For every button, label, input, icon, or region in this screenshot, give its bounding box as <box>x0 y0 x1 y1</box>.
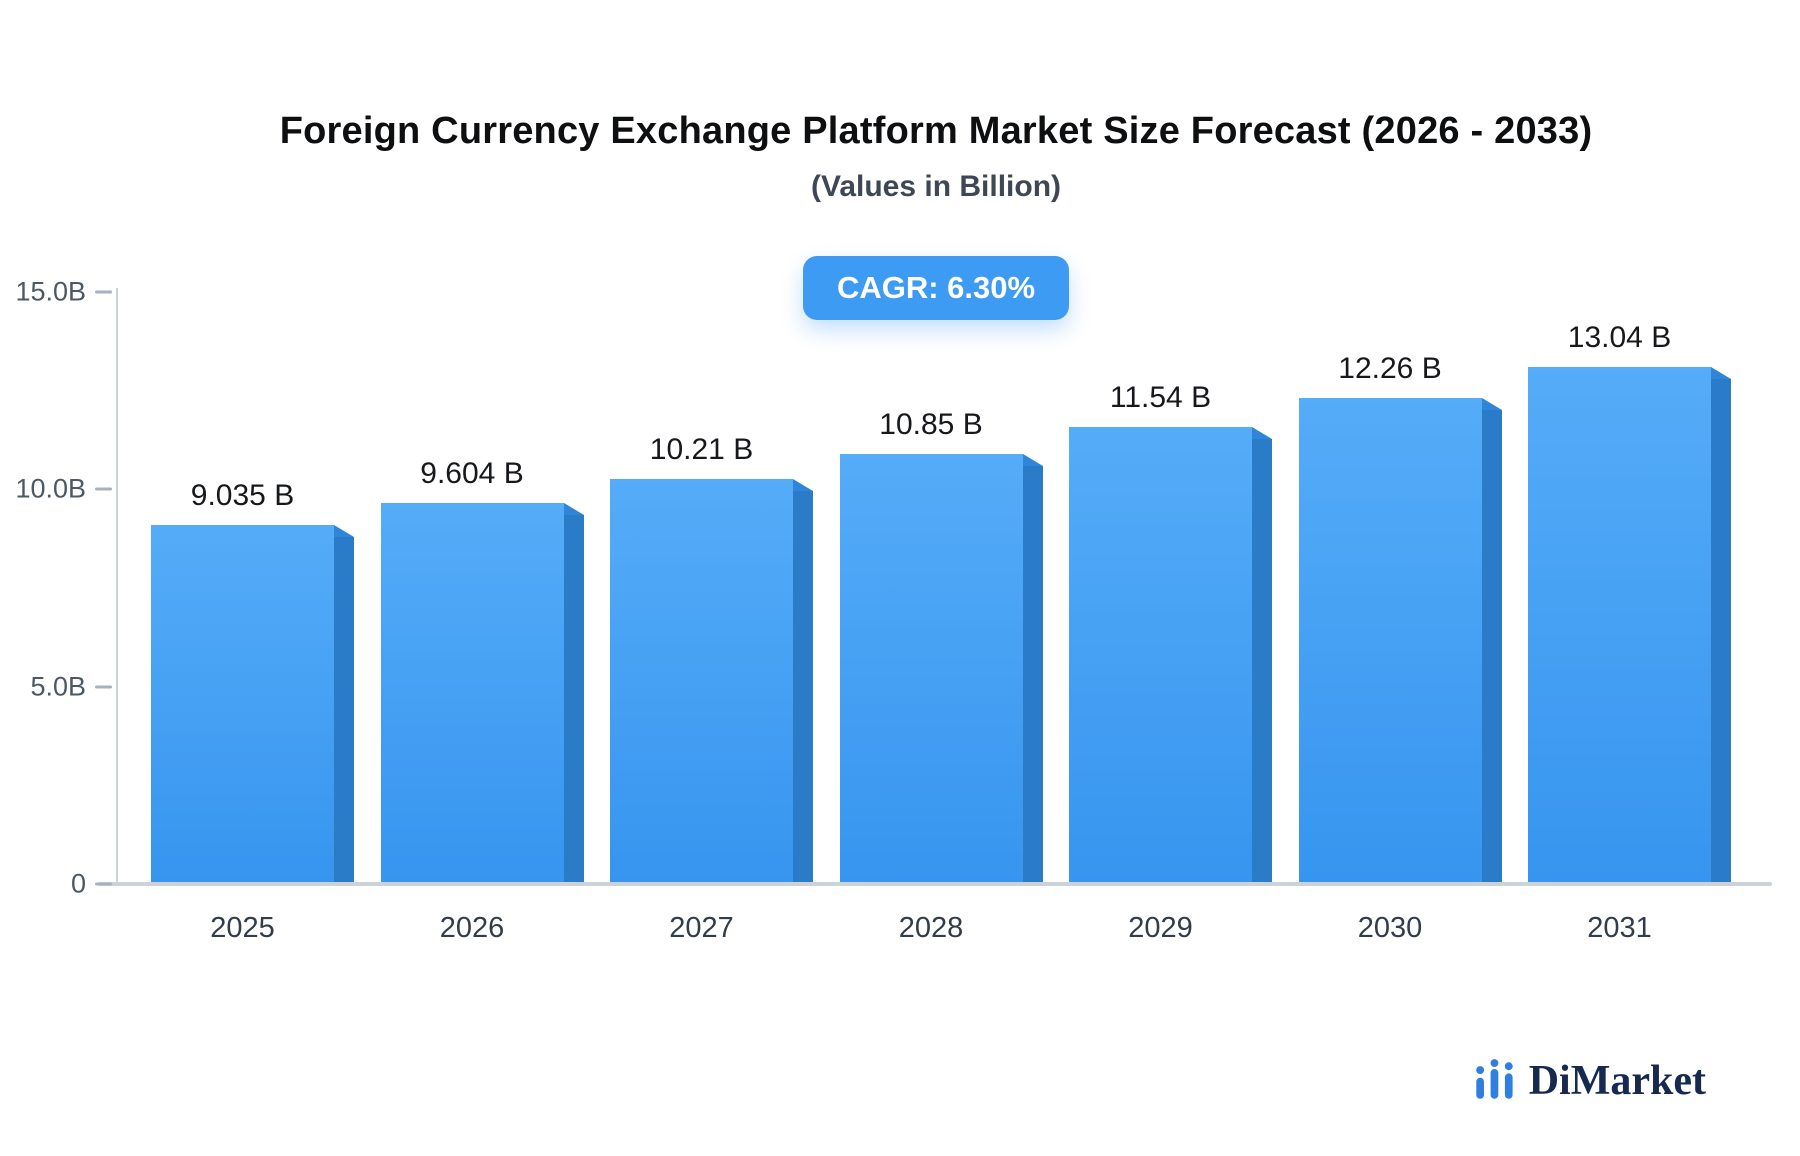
x-axis-label: 2026 <box>439 912 505 944</box>
bar-slot-2026: 9.604 B <box>380 456 584 882</box>
bar-slot-2029: 11.54 B <box>1069 381 1272 882</box>
bar-side-shadow <box>563 514 584 882</box>
bar-2029 <box>1069 426 1272 882</box>
bar-face <box>1069 426 1252 882</box>
bar-value-label: 9.035 B <box>190 479 295 513</box>
bar-face <box>1298 398 1482 882</box>
bar-top-bevel <box>793 479 813 492</box>
x-axis-label: 2027 <box>669 912 734 944</box>
bar-2026 <box>380 502 584 882</box>
bar-value-label: 10.85 B <box>879 407 983 441</box>
x-axis-label: 2028 <box>898 912 964 944</box>
cagr-badge-row: CAGR: 6.30% <box>72 256 1800 320</box>
x-axis-label: 2030 <box>1357 912 1423 944</box>
bar-slot-2030: 12.26 B <box>1298 352 1502 882</box>
x-axis-label: 2031 <box>1587 912 1652 944</box>
bar-2028 <box>839 453 1043 882</box>
bar-2030 <box>1298 398 1502 882</box>
y-tick: 5.0B <box>0 671 112 702</box>
bar-2025 <box>151 525 354 882</box>
bar-face <box>610 479 793 882</box>
bar-top-bevel <box>1711 367 1731 380</box>
chart-subtitle: (Values in Billion) <box>810 170 1062 203</box>
bar-side-shadow <box>334 537 354 882</box>
bar-slot-2025: 9.035 B <box>151 479 354 882</box>
bar-side-shadow <box>1711 379 1731 882</box>
y-tick-label: 0 <box>70 868 86 899</box>
bar-2031 <box>1528 367 1731 882</box>
x-axis-line <box>98 882 1772 886</box>
bar-slot-2031: 13.04 B <box>1528 321 1731 882</box>
bar-value-label: 9.604 B <box>420 456 524 490</box>
bar-value-label: 11.54 B <box>1109 380 1212 414</box>
y-tick: 0 <box>0 869 112 900</box>
bar-side-shadow <box>1022 465 1043 882</box>
bar-top-bevel <box>1481 398 1502 411</box>
y-tick-label: 5.0B <box>30 671 86 702</box>
bar-slot-2028: 10.85 B <box>839 407 1043 882</box>
y-tick: 10.0B <box>0 474 112 505</box>
bar-side-shadow <box>793 491 813 882</box>
bar-value-label: 10.21 B <box>649 433 754 467</box>
brand-logo: DiMarket <box>1473 1058 1706 1102</box>
y-tick-label: 15.0B <box>15 276 86 307</box>
bars-container: 9.035 B 9.604 B 10.21 B 10.85 B 11.54 B 12.26… <box>151 321 1731 882</box>
bar-side-shadow <box>1252 438 1272 882</box>
bar-chart-icon <box>1475 1059 1513 1099</box>
bar-top-bevel <box>563 502 584 515</box>
bar-2027 <box>610 479 813 882</box>
bar-top-bevel <box>1022 453 1043 466</box>
cagr-badge-label: CAGR: 6.30% <box>836 270 1036 305</box>
bar-face <box>839 453 1023 882</box>
x-axis-label: 2029 <box>1128 912 1193 944</box>
x-axis-labels: 2025 2026 2027 2028 2029 2030 2031 <box>151 912 1731 945</box>
bar-face <box>151 525 334 882</box>
bar-value-label: 12.26 B <box>1338 352 1442 386</box>
bar-top-bevel <box>1252 426 1272 439</box>
y-tick-mark <box>95 487 112 491</box>
y-tick-mark <box>95 685 112 689</box>
x-axis-label: 2025 <box>210 912 275 944</box>
cagr-badge: CAGR: 6.30% <box>802 256 1070 320</box>
bar-face <box>380 502 564 882</box>
y-tick: 15.0B <box>0 277 112 308</box>
chart-title: Foreign Currency Exchange Platform Marke… <box>279 110 1593 152</box>
bar-face <box>1528 367 1711 882</box>
y-tick-mark <box>95 290 112 294</box>
y-axis-line <box>116 288 118 884</box>
bar-slot-2027: 10.21 B <box>610 433 813 882</box>
brand-name: DiMarket <box>1528 1058 1706 1104</box>
bar-side-shadow <box>1481 410 1502 882</box>
bar-value-label: 13.04 B <box>1567 321 1672 355</box>
y-tick-mark <box>95 882 112 886</box>
y-tick-label: 10.0B <box>15 473 86 504</box>
bar-top-bevel <box>334 525 354 538</box>
